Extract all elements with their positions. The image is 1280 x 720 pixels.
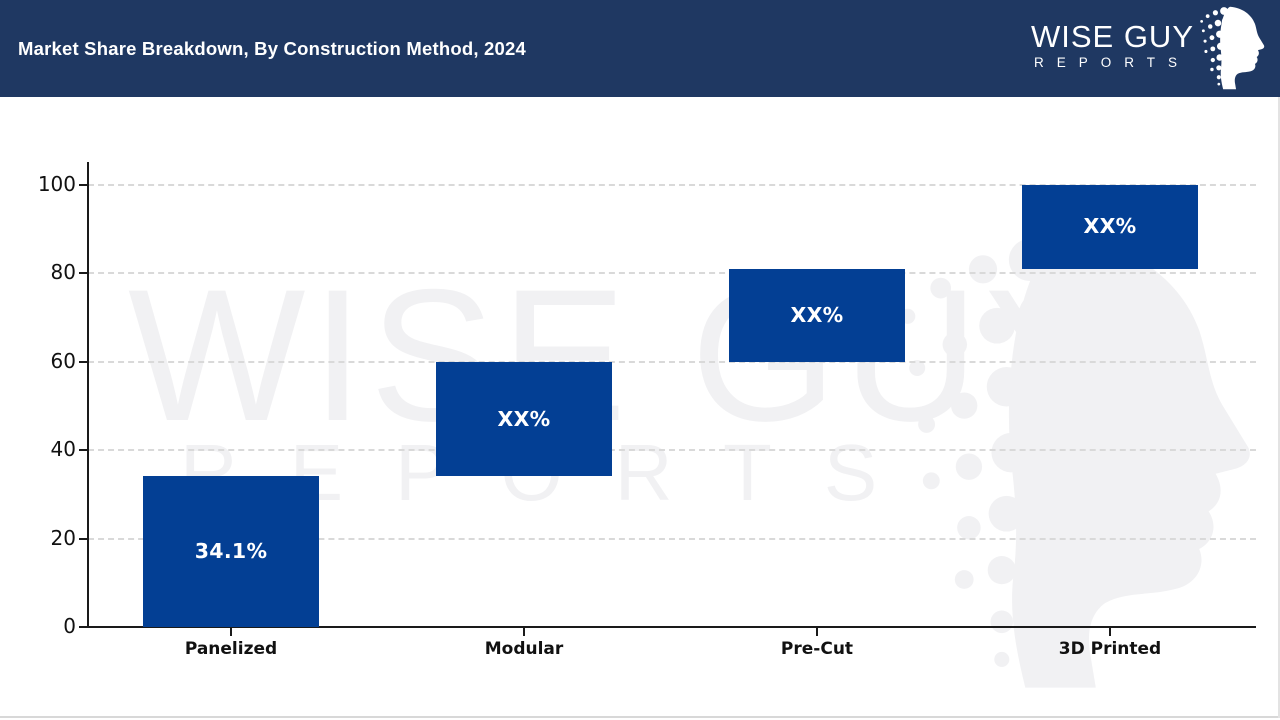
bar-value-label-modular: XX% <box>497 406 551 431</box>
y-tick-mark-100 <box>79 184 88 186</box>
x-tick-mark-modular <box>523 628 525 636</box>
gridline-80 <box>88 272 1256 275</box>
x-axis <box>87 626 1256 628</box>
logo-reports-text: REPORTS <box>1033 55 1190 70</box>
bar-value-label-pre-cut: XX% <box>790 302 844 327</box>
x-tick-mark-3d-printed <box>1109 628 1111 636</box>
bottom-border <box>0 716 1280 718</box>
right-border <box>1278 97 1280 718</box>
y-tick-label-40: 40 <box>50 437 76 462</box>
y-tick-mark-60 <box>79 360 88 363</box>
header-bar: Market Share Breakdown, By Construction … <box>0 0 1280 97</box>
logo-head-icon <box>1200 6 1265 90</box>
bar-3d-printed: XX% <box>1022 185 1198 269</box>
logo-wiseguy-text: WISE GUY <box>1030 19 1194 54</box>
chart-title: Market Share Breakdown, By Construction … <box>18 37 526 59</box>
bar-modular: XX% <box>436 361 612 477</box>
wise-guy-logo: WISE GUY REPORTS <box>1031 5 1268 91</box>
y-tick-label-100: 100 <box>37 172 76 196</box>
x-tick-mark-panelized <box>230 628 232 636</box>
y-axis <box>87 162 89 628</box>
bar-value-label-panelized: 34.1% <box>194 539 268 564</box>
y-tick-mark-20 <box>79 537 88 540</box>
x-axis-label-3d-printed: 3D Printed <box>1058 639 1162 659</box>
y-tick-label-60: 60 <box>50 348 76 373</box>
y-tick-label-20: 20 <box>50 525 76 550</box>
y-tick-label-0: 0 <box>63 614 76 638</box>
logo-text: WISE GUY REPORTS <box>1031 21 1194 70</box>
gridline-60 <box>88 360 1256 363</box>
gridline-40 <box>88 449 1256 452</box>
x-axis-label-modular: Modular <box>484 639 564 659</box>
gridline-100 <box>88 184 1256 186</box>
bar-value-label-3d-printed: XX% <box>1083 214 1137 238</box>
watermark-wiseguy-text: WISE GUY <box>128 250 1117 460</box>
bar-panelized: 34.1% <box>143 476 319 627</box>
y-tick-label-80: 80 <box>50 260 76 285</box>
gridline-20 <box>88 537 1256 540</box>
x-axis-label-pre-cut: Pre-Cut <box>780 639 854 659</box>
bar-pre-cut: XX% <box>729 268 905 362</box>
y-tick-mark-80 <box>79 272 88 275</box>
y-tick-mark-40 <box>79 449 88 452</box>
x-tick-mark-pre-cut <box>816 628 818 636</box>
x-axis-label-panelized: Panelized <box>184 639 278 659</box>
y-tick-mark-0 <box>79 626 88 628</box>
